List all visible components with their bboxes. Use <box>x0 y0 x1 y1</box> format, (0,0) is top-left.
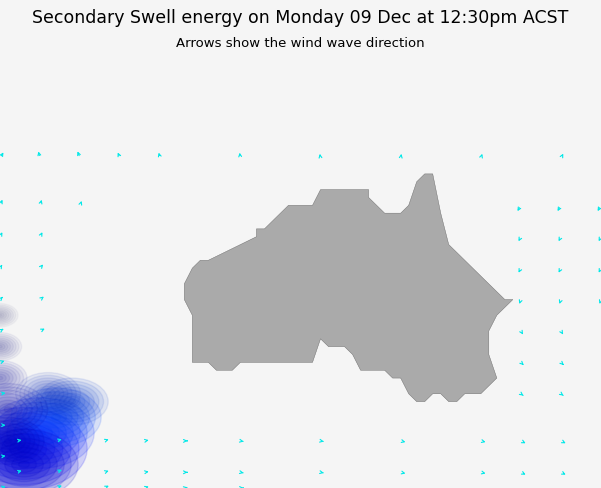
Ellipse shape <box>41 389 55 399</box>
Ellipse shape <box>0 429 25 452</box>
Ellipse shape <box>0 363 23 393</box>
Ellipse shape <box>0 390 37 429</box>
Ellipse shape <box>52 414 61 420</box>
Ellipse shape <box>0 420 40 462</box>
Ellipse shape <box>19 461 29 468</box>
Ellipse shape <box>0 435 16 446</box>
Ellipse shape <box>0 369 13 386</box>
Ellipse shape <box>0 424 35 458</box>
Ellipse shape <box>21 421 59 446</box>
Ellipse shape <box>41 381 103 422</box>
Ellipse shape <box>11 388 101 447</box>
Ellipse shape <box>0 400 22 419</box>
Ellipse shape <box>46 410 66 424</box>
Ellipse shape <box>0 438 64 488</box>
Ellipse shape <box>0 398 94 468</box>
Ellipse shape <box>0 417 44 465</box>
Ellipse shape <box>1 434 46 464</box>
Ellipse shape <box>0 407 81 459</box>
Ellipse shape <box>37 386 59 401</box>
Ellipse shape <box>0 361 27 396</box>
Ellipse shape <box>7 411 73 455</box>
Ellipse shape <box>0 407 87 488</box>
Ellipse shape <box>0 447 50 482</box>
Ellipse shape <box>0 413 79 485</box>
Ellipse shape <box>5 452 43 477</box>
Ellipse shape <box>0 443 57 486</box>
Ellipse shape <box>17 445 30 453</box>
Ellipse shape <box>45 384 99 419</box>
Polygon shape <box>185 174 513 402</box>
Text: Secondary Swell energy on Monday 09 Dec at 12:30pm ACST: Secondary Swell energy on Monday 09 Dec … <box>32 9 569 27</box>
Ellipse shape <box>0 429 55 469</box>
Ellipse shape <box>0 434 71 488</box>
Ellipse shape <box>28 425 52 441</box>
Ellipse shape <box>0 387 43 432</box>
Ellipse shape <box>4 439 11 443</box>
Ellipse shape <box>0 432 21 449</box>
Text: Arrows show the wind wave direction: Arrows show the wind wave direction <box>176 37 425 50</box>
Ellipse shape <box>4 407 12 412</box>
Ellipse shape <box>14 416 66 450</box>
Ellipse shape <box>69 399 76 404</box>
Ellipse shape <box>55 390 90 413</box>
Ellipse shape <box>0 374 6 382</box>
Ellipse shape <box>0 367 17 389</box>
Ellipse shape <box>20 375 76 412</box>
Ellipse shape <box>0 427 30 455</box>
Ellipse shape <box>36 378 108 425</box>
Ellipse shape <box>59 393 85 410</box>
Ellipse shape <box>0 393 32 426</box>
Ellipse shape <box>28 381 68 407</box>
Ellipse shape <box>64 396 81 407</box>
Ellipse shape <box>0 424 63 474</box>
Ellipse shape <box>50 387 94 416</box>
Ellipse shape <box>40 407 72 428</box>
Ellipse shape <box>0 384 47 435</box>
Ellipse shape <box>0 418 71 479</box>
Ellipse shape <box>0 404 17 415</box>
Ellipse shape <box>17 392 96 443</box>
Ellipse shape <box>0 376 2 380</box>
Ellipse shape <box>23 395 90 439</box>
Ellipse shape <box>45 392 51 396</box>
Ellipse shape <box>28 399 84 435</box>
Ellipse shape <box>0 372 10 385</box>
Ellipse shape <box>0 402 87 464</box>
Ellipse shape <box>0 397 27 422</box>
Ellipse shape <box>0 429 78 488</box>
Ellipse shape <box>16 372 81 415</box>
Ellipse shape <box>35 429 46 437</box>
Ellipse shape <box>24 378 72 409</box>
Ellipse shape <box>11 456 37 472</box>
Ellipse shape <box>32 384 64 404</box>
Ellipse shape <box>10 439 38 458</box>
Ellipse shape <box>0 365 20 391</box>
Ellipse shape <box>34 403 78 431</box>
